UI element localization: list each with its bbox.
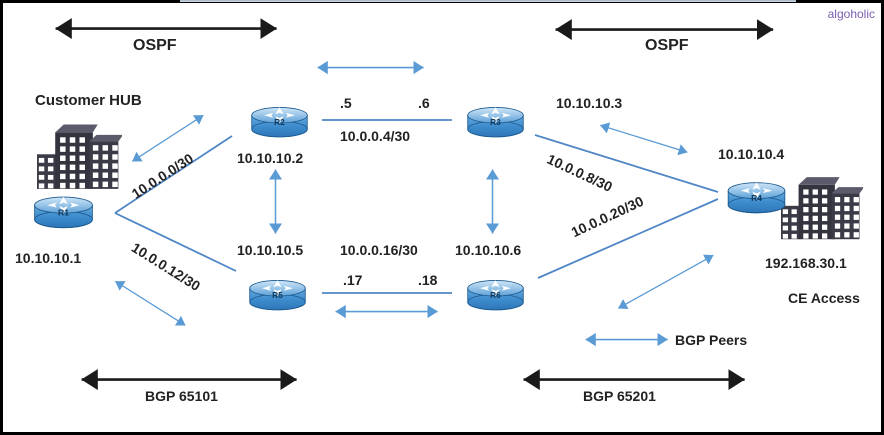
svg-text:R5: R5 <box>272 290 283 300</box>
svg-text:R1: R1 <box>57 208 68 218</box>
svg-text:R3: R3 <box>490 117 501 127</box>
svg-text:R4: R4 <box>751 192 762 202</box>
svg-text:R6: R6 <box>490 290 501 300</box>
svg-text:R2: R2 <box>274 117 285 127</box>
